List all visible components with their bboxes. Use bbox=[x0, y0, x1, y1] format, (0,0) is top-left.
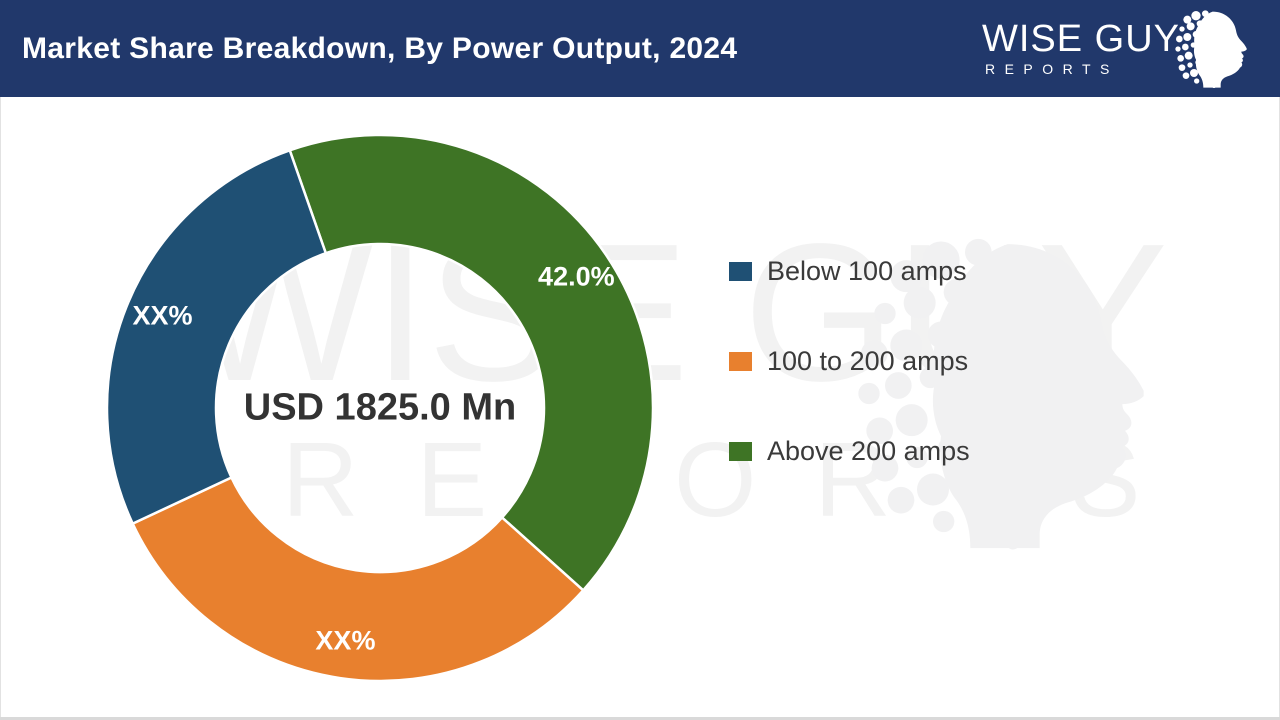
donut-slice-below-100-amps bbox=[105, 149, 328, 525]
page-left-border bbox=[0, 97, 1, 720]
slice-label-100-to-200-amps: XX% bbox=[315, 625, 376, 656]
donut-slice-100-to-200-amps bbox=[131, 476, 585, 683]
slice-label-above-200-amps: 42.0% bbox=[538, 261, 615, 292]
legend-swatch-icon bbox=[729, 261, 752, 281]
brand-name: WISE GUY bbox=[981, 18, 1180, 60]
page-title: Market Share Breakdown, By Power Output,… bbox=[22, 31, 738, 65]
slice-label-below-100-amps: XX% bbox=[132, 300, 193, 331]
head-profile-dots-icon bbox=[1175, 9, 1247, 88]
brand-subtitle: REPORTS bbox=[984, 61, 1119, 77]
brand-logo-text: WISE GUY REPORTS bbox=[982, 20, 1180, 77]
chart-legend: Below 100 amps 100 to 200 amps Above 200… bbox=[729, 254, 970, 468]
legend-item-100-to-200-amps: 100 to 200 amps bbox=[729, 344, 970, 378]
donut-chart bbox=[105, 133, 655, 683]
donut-slice-above-200-amps bbox=[288, 133, 655, 592]
page-bottom-border bbox=[0, 717, 1280, 720]
legend-item-below-100-amps: Below 100 amps bbox=[729, 254, 970, 288]
legend-item-above-200-amps: Above 200 amps bbox=[729, 434, 970, 468]
header-bar: Market Share Breakdown, By Power Output,… bbox=[0, 0, 1280, 97]
legend-label: 100 to 200 amps bbox=[767, 345, 969, 376]
legend-label: Above 200 amps bbox=[767, 435, 970, 466]
legend-swatch-icon bbox=[729, 351, 752, 371]
legend-label: Below 100 amps bbox=[767, 255, 967, 286]
donut-center-label: USD 1825.0 Mn bbox=[243, 386, 517, 429]
brand-logo: WISE GUY REPORTS bbox=[982, 9, 1254, 89]
chart-area: WISE GUY REPORTS USD 1825.0 Mn XX% XX% 4… bbox=[0, 97, 1280, 720]
legend-swatch-icon bbox=[729, 441, 752, 461]
